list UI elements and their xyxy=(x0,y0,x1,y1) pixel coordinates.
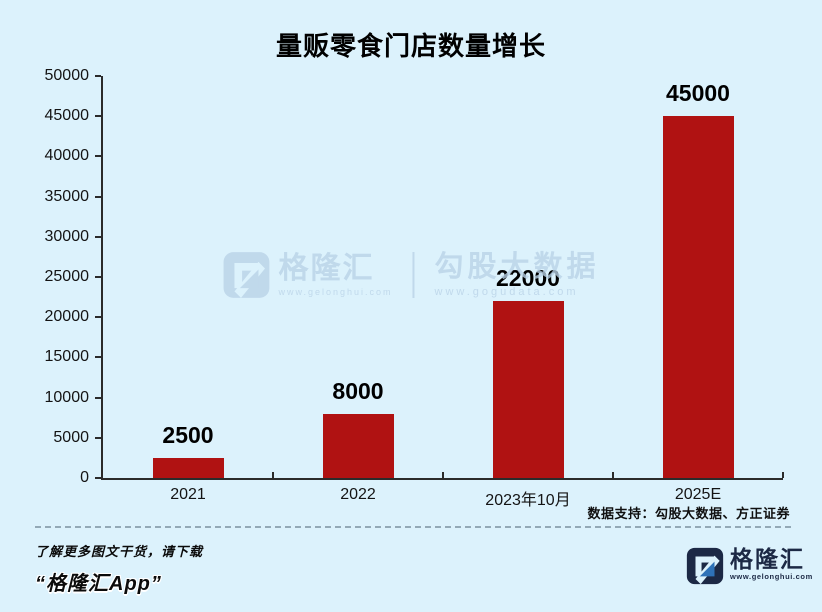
bar-value-label: 45000 xyxy=(666,80,730,107)
gelonghui-logo: 格隆汇 www.gelonghui.com xyxy=(686,547,813,585)
y-axis-tick-label: 25000 xyxy=(44,268,90,285)
y-axis-tick xyxy=(95,155,101,158)
y-axis-tick xyxy=(95,396,101,399)
y-axis-tick xyxy=(95,276,101,278)
y-axis-tick xyxy=(95,195,101,198)
bar-2021 xyxy=(152,457,224,478)
y-axis-tick-label: 20000 xyxy=(44,308,90,326)
y-axis-tick xyxy=(95,115,101,118)
y-axis-tick xyxy=(95,436,101,439)
y-axis-tick-label: 10000 xyxy=(44,388,90,406)
y-axis-tick xyxy=(95,316,101,319)
data-source-note: 数据支持：勾股大数据、方正证券 xyxy=(587,506,790,521)
bar-2022 xyxy=(322,413,394,478)
x-axis-category-label: 2022 xyxy=(340,486,376,503)
y-axis-tick xyxy=(95,235,101,238)
bar-2023年10月 xyxy=(492,301,564,478)
y-axis-tick-label: 15000 xyxy=(44,348,90,366)
bar-value-label: 8000 xyxy=(332,377,384,404)
x-axis-tick xyxy=(442,472,444,478)
y-axis-tick-label: 5000 xyxy=(53,428,89,446)
bar-value-label: 22000 xyxy=(496,265,560,292)
y-axis-tick-label: 40000 xyxy=(44,147,90,165)
y-axis-tick xyxy=(95,356,101,359)
promo-app-name: “格隆汇App” xyxy=(35,573,162,595)
bar-value-label: 2500 xyxy=(162,421,214,448)
x-axis-tick xyxy=(272,472,274,478)
x-axis-tick xyxy=(782,472,784,478)
chart-title: 量贩零食门店数量增长 xyxy=(275,31,546,61)
plot-area: 0 5000 10000 15000 20000 25000 30000 35000 40000… xyxy=(45,67,784,509)
gelonghui-logo-icon xyxy=(686,547,724,585)
x-axis-category-label: 2021 xyxy=(170,486,206,503)
y-axis-tick-label: 30000 xyxy=(44,227,90,245)
y-axis-tick-label: 45000 xyxy=(44,107,90,125)
promo-block: 了解更多图文干货，请下载 “格隆汇App” xyxy=(35,541,203,596)
dashed-divider xyxy=(35,526,791,528)
promo-text: 了解更多图文干货，请下载 xyxy=(35,544,204,559)
y-axis-tick-label: 50000 xyxy=(44,67,90,84)
y-axis-tick-label: 35000 xyxy=(44,187,90,205)
y-axis-tick-label: 0 xyxy=(80,469,89,486)
x-axis-category-label: 2025E xyxy=(674,486,722,503)
y-axis-tick xyxy=(95,75,101,77)
x-axis-tick xyxy=(612,472,614,478)
x-axis-category-label: 2023年10月 xyxy=(485,492,571,509)
bar-2025E xyxy=(662,116,734,478)
y-axis-tick xyxy=(95,477,101,479)
gelonghui-logo-text: 格隆汇 xyxy=(730,546,805,572)
gelonghui-logo-url: www.gelonghui.com xyxy=(730,572,813,581)
